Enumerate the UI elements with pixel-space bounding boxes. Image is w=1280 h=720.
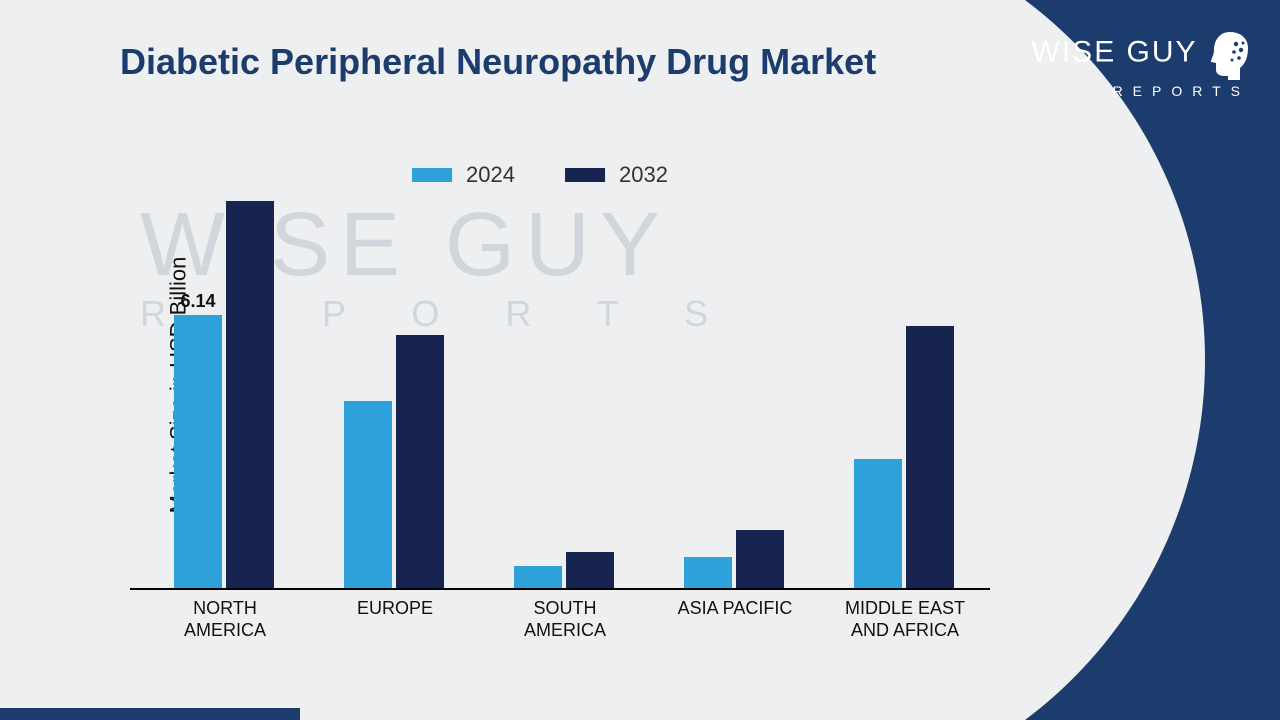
bar-chart: Market Size in USD Billion 20242032 6.14… [90,170,990,600]
category-label-2: SOUTH AMERICA [495,598,635,641]
legend-swatch-0 [412,168,452,182]
legend: 2024 2032 [412,162,668,188]
bar-4-0 [854,459,902,588]
logo-line2: REPORTS [1032,83,1252,99]
bar-0-0: 6.14 [174,315,222,588]
legend-item-1: 2032 [565,162,668,188]
bar-3-1 [736,530,784,588]
plot-area: 6.14NORTH AMERICAEUROPESOUTH AMERICAASIA… [130,190,990,590]
bar-2-1 [566,552,614,588]
x-axis-baseline [130,588,990,590]
legend-swatch-1 [565,168,605,182]
bottom-stripe [0,708,300,720]
bar-3-0 [684,557,732,588]
category-label-3: ASIA PACIFIC [665,598,805,620]
category-label-0: NORTH AMERICA [155,598,295,641]
legend-label-1: 2032 [619,162,668,188]
legend-label-0: 2024 [466,162,515,188]
chart-title: Diabetic Peripheral Neuropathy Drug Mark… [120,40,880,83]
bar-value-label: 6.14 [180,291,215,312]
logo-line1: WISE GUY [1032,36,1198,69]
bar-2-0 [514,566,562,588]
category-label-4: MIDDLE EAST AND AFRICA [835,598,975,641]
bar-4-1 [906,326,954,588]
logo-head-icon [1208,30,1252,85]
bar-1-1 [396,335,444,588]
legend-item-0: 2024 [412,162,515,188]
category-label-1: EUROPE [325,598,465,620]
bar-0-1 [226,201,274,588]
bar-1-0 [344,401,392,588]
brand-logo: WISE GUY REPORTS [1032,30,1252,99]
page-root: WISE GUY REPORTS Diabetic Peripheral Neu… [0,0,1280,720]
